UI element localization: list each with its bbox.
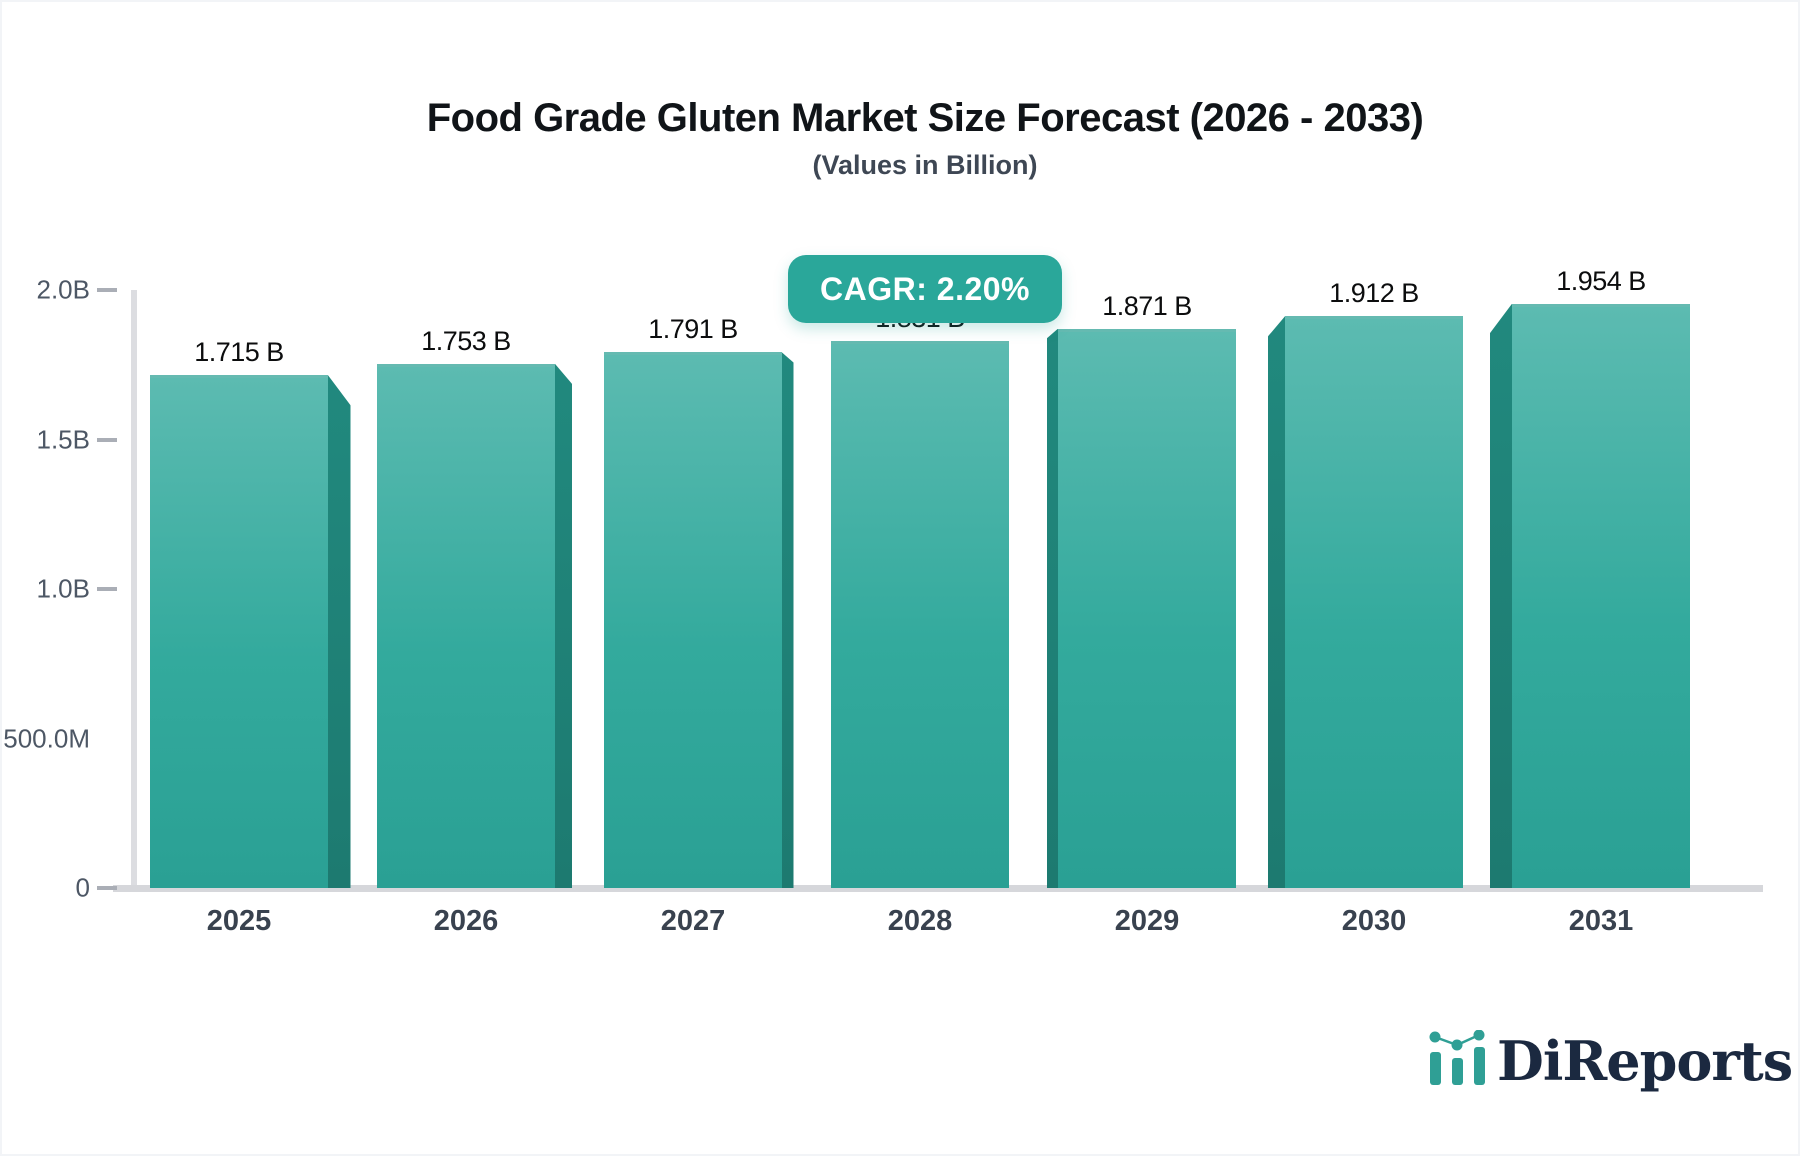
x-axis-label: 2028 xyxy=(887,905,953,937)
bar-value-label: 1.753 B xyxy=(421,325,511,356)
bar xyxy=(1512,303,1690,888)
bar-side-face xyxy=(555,363,572,888)
bar-side-face xyxy=(1046,328,1058,888)
bar-side-face xyxy=(782,352,794,888)
y-axis-label: 1.5B xyxy=(36,424,91,454)
x-axis-label: 2026 xyxy=(433,905,499,937)
bar-value-label: 1.871 B xyxy=(1102,290,1192,321)
brand-logo: DiReports xyxy=(1427,1029,1793,1093)
y-axis-label: 1.0B xyxy=(36,573,91,604)
x-axis-line xyxy=(113,885,1763,892)
bar-side-face xyxy=(328,375,351,888)
x-axis-label: 2030 xyxy=(1341,905,1407,937)
bar-value-label: 1.954 B xyxy=(1556,265,1646,296)
chart-subtitle: (Values in Billion) xyxy=(812,150,1038,180)
bar-value-label: 1.791 B xyxy=(648,314,738,345)
bar-value-label: 1.912 B xyxy=(1329,278,1419,309)
bar-value-label: 1.715 B xyxy=(194,337,284,368)
bar xyxy=(377,363,555,888)
bar-side-face xyxy=(1268,316,1285,888)
cagr-label: CAGR: 2.20% xyxy=(820,270,1030,307)
x-axis-label: 2025 xyxy=(206,905,272,937)
bar xyxy=(1058,328,1236,888)
y-axis-label: 2.0B xyxy=(36,274,91,305)
bar-line-chart-icon xyxy=(1429,1030,1485,1085)
y-axis-tick xyxy=(97,437,117,442)
chart-title: Food Grade Gluten Market Size Forecast (… xyxy=(426,96,1424,140)
x-axis-label: 2029 xyxy=(1114,905,1180,937)
bar xyxy=(831,340,1009,888)
y-axis-tick xyxy=(97,587,117,591)
y-axis-label: 500.0M xyxy=(3,723,90,753)
y-axis-label: 0 xyxy=(75,872,90,903)
bar xyxy=(604,352,782,888)
x-axis-label: 2027 xyxy=(660,905,726,937)
bar-side-face xyxy=(1489,303,1512,888)
logo-text: DiReports xyxy=(1497,1029,1793,1093)
cagr-badge: CAGR: 2.20% xyxy=(788,255,1062,323)
bar xyxy=(150,375,328,888)
x-axis-label: 2031 xyxy=(1568,905,1634,937)
bar xyxy=(1285,316,1463,888)
y-axis-tick xyxy=(97,288,117,292)
y-axis-tick xyxy=(97,886,117,890)
y-axis-line xyxy=(131,290,137,888)
